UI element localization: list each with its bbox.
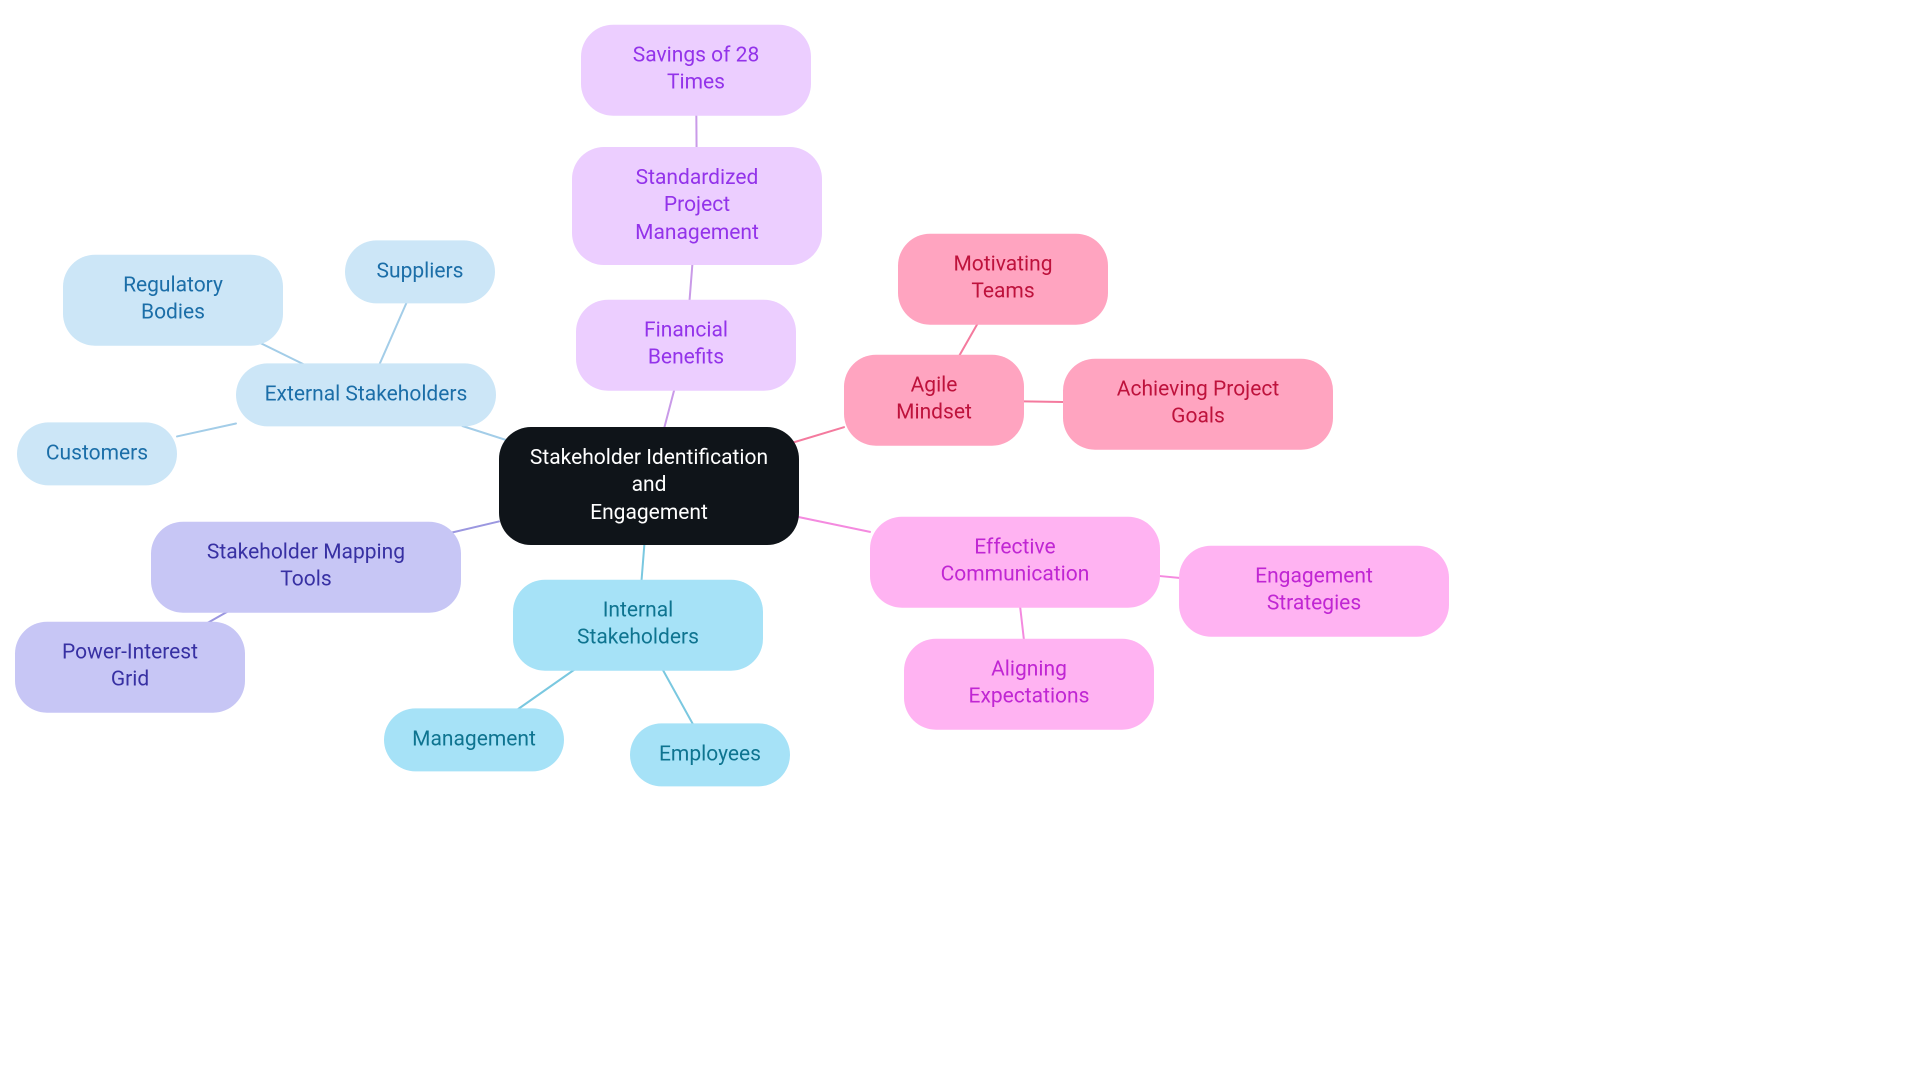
- mindmap-node-achieving[interactable]: Achieving Project Goals: [1063, 359, 1333, 450]
- mindmap-node-mapping[interactable]: Stakeholder Mapping Tools: [151, 522, 461, 613]
- node-label: External Stakeholders: [265, 381, 468, 408]
- mindmap-node-powergrid[interactable]: Power-Interest Grid: [15, 622, 245, 713]
- mindmap-node-regulatory[interactable]: Regulatory Bodies: [63, 255, 283, 346]
- mindmap-node-internal[interactable]: Internal Stakeholders: [513, 580, 763, 671]
- mindmap-node-financial[interactable]: Financial Benefits: [576, 300, 796, 391]
- mindmap-canvas: Stakeholder Identification and Engagemen…: [0, 0, 1920, 1083]
- node-label: Suppliers: [377, 258, 464, 285]
- edge: [177, 424, 236, 437]
- node-label: Agile Mindset: [872, 373, 996, 428]
- node-label: Savings of 28 Times: [609, 43, 783, 98]
- mindmap-node-savings[interactable]: Savings of 28 Times: [581, 25, 811, 116]
- node-label: Engagement Strategies: [1207, 564, 1421, 619]
- node-label: Motivating Teams: [926, 252, 1080, 307]
- mindmap-node-engagement[interactable]: Engagement Strategies: [1179, 546, 1449, 637]
- mindmap-node-customers[interactable]: Customers: [17, 422, 177, 485]
- mindmap-node-motivating[interactable]: Motivating Teams: [898, 234, 1108, 325]
- node-label: Aligning Expectations: [932, 657, 1126, 712]
- edge: [380, 303, 407, 364]
- node-label: Stakeholder Mapping Tools: [179, 540, 433, 595]
- node-label: Standardized Project Management: [600, 165, 794, 247]
- node-label: Power-Interest Grid: [43, 640, 217, 695]
- node-label: Internal Stakeholders: [541, 598, 735, 653]
- mindmap-node-center[interactable]: Stakeholder Identification and Engagemen…: [499, 427, 799, 545]
- node-label: Stakeholder Identification and Engagemen…: [527, 445, 771, 527]
- edge: [1024, 401, 1063, 402]
- mindmap-node-aligning[interactable]: Aligning Expectations: [904, 639, 1154, 730]
- node-label: Management: [412, 726, 536, 753]
- mindmap-node-agile[interactable]: Agile Mindset: [844, 355, 1024, 446]
- node-label: Customers: [46, 440, 148, 467]
- node-label: Employees: [659, 741, 761, 768]
- mindmap-node-external[interactable]: External Stakeholders: [236, 363, 496, 426]
- mindmap-node-employees[interactable]: Employees: [630, 723, 790, 786]
- node-label: Effective Communication: [898, 535, 1132, 590]
- node-label: Regulatory Bodies: [91, 273, 255, 328]
- edge: [799, 517, 870, 532]
- mindmap-node-suppliers[interactable]: Suppliers: [345, 240, 495, 303]
- mindmap-node-standardized[interactable]: Standardized Project Management: [572, 147, 822, 265]
- node-label: Financial Benefits: [604, 318, 768, 373]
- mindmap-node-communication[interactable]: Effective Communication: [870, 517, 1160, 608]
- edge: [1160, 576, 1179, 578]
- mindmap-node-management[interactable]: Management: [384, 708, 564, 771]
- node-label: Achieving Project Goals: [1091, 377, 1305, 432]
